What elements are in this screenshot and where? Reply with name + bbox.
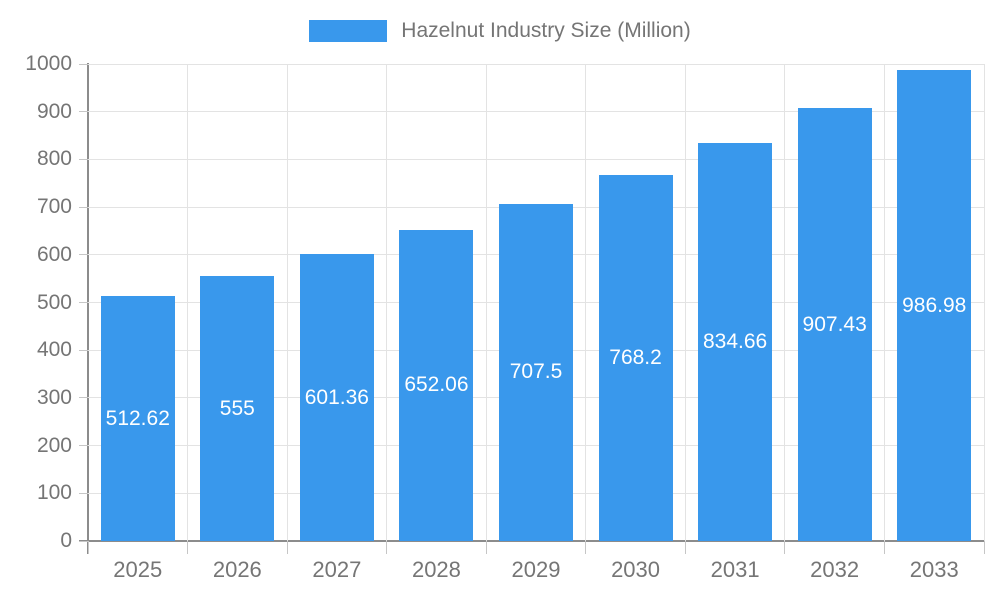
y-axis-line — [87, 63, 89, 554]
bar[interactable]: 986.98 — [897, 70, 972, 541]
bar[interactable]: 768.2 — [598, 174, 673, 541]
y-axis-tick — [79, 158, 88, 160]
bar[interactable]: 601.36 — [299, 254, 374, 541]
y-axis-tick-label: 100 — [36, 481, 72, 505]
y-axis-tick-label: 400 — [36, 338, 72, 362]
y-gridline — [88, 158, 984, 160]
x-axis-tick — [585, 541, 587, 554]
y-axis-tick — [79, 397, 88, 399]
x-gridline — [187, 64, 189, 541]
y-gridline — [88, 63, 984, 65]
x-gridline — [386, 64, 388, 541]
x-axis-tick-label: 2032 — [810, 557, 860, 582]
x-axis-tick — [883, 541, 885, 554]
y-axis-tick — [79, 445, 88, 447]
x-axis-tick-label: 2031 — [710, 557, 760, 582]
x-axis-tick-label: 2025 — [113, 557, 163, 582]
x-axis-tick — [286, 541, 288, 554]
chart-legend-item[interactable]: Hazelnut Industry Size (Million) — [0, 19, 1000, 43]
y-axis-tick — [79, 540, 88, 542]
x-axis-tick — [684, 541, 686, 554]
y-axis-tick-label: 1000 — [25, 52, 72, 75]
y-axis-tick — [79, 63, 88, 65]
bar-value-label: 707.5 — [509, 360, 563, 384]
x-axis-tick — [983, 541, 985, 554]
bar-value-label: 601.36 — [304, 385, 369, 409]
y-axis-tick-label: 600 — [36, 242, 72, 266]
x-axis-line — [79, 540, 984, 542]
x-gridline — [883, 64, 885, 541]
bar[interactable]: 652.06 — [399, 229, 474, 541]
x-axis-tick-label: 2033 — [909, 557, 959, 582]
bar[interactable]: 907.43 — [797, 108, 872, 541]
bar-value-label: 555 — [219, 396, 255, 420]
y-gridline — [88, 111, 984, 113]
x-axis-tick — [386, 541, 388, 554]
x-axis-tick-label: 2026 — [212, 557, 262, 582]
y-axis-tick — [79, 254, 88, 256]
y-axis-tick-label: 200 — [36, 433, 72, 457]
bar-value-label: 834.66 — [702, 329, 768, 353]
bar-value-label: 768.2 — [609, 345, 662, 369]
x-axis-tick-label: 2028 — [411, 557, 461, 582]
x-gridline — [784, 64, 786, 541]
bar-value-label: 986.98 — [902, 293, 967, 317]
bar-value-label: 652.06 — [404, 373, 469, 397]
x-axis-tick — [784, 541, 786, 554]
y-axis-tick — [79, 492, 88, 494]
y-axis-tick-label: 500 — [36, 290, 72, 314]
x-axis-tick-label: 2030 — [611, 557, 661, 582]
x-gridline — [983, 64, 985, 541]
x-gridline — [485, 64, 487, 541]
x-axis-tick — [87, 541, 89, 554]
bar[interactable]: 834.66 — [698, 142, 773, 541]
bar[interactable]: 555 — [200, 276, 275, 541]
y-axis-tick — [79, 302, 88, 303]
x-gridline — [286, 64, 288, 541]
y-axis-tick-label: 700 — [36, 195, 72, 219]
x-gridline — [684, 64, 686, 541]
bar-value-label: 907.43 — [802, 312, 867, 336]
y-axis-tick — [79, 349, 88, 351]
y-axis-tick-label: 0 — [60, 529, 72, 552]
bar[interactable]: 707.5 — [499, 203, 573, 541]
y-axis-tick-label: 800 — [36, 147, 72, 171]
y-axis-tick — [79, 206, 88, 208]
y-axis-tick-label: 900 — [36, 99, 72, 123]
bar[interactable]: 512.62 — [100, 296, 175, 541]
y-axis-tick — [79, 111, 88, 113]
x-axis-tick — [187, 541, 189, 554]
x-axis-tick-label: 2027 — [312, 557, 362, 582]
x-gridline — [585, 64, 587, 541]
legend-series-label: Hazelnut Industry Size (Million) — [401, 19, 691, 42]
plot-area: 0 100 200 300 400 500 600 700 800 900 1000 512.62 20… — [25, 52, 985, 582]
legend-color-swatch-icon — [309, 20, 388, 42]
bar-value-label: 512.62 — [105, 406, 170, 430]
x-axis-tick-label: 2029 — [511, 557, 561, 582]
x-axis-tick — [485, 541, 487, 554]
y-axis-tick-label: 300 — [36, 385, 72, 409]
